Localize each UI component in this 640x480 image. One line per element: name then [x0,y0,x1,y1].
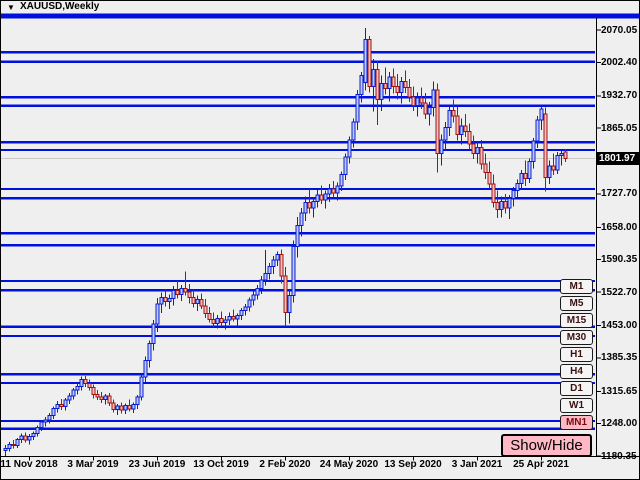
price-tick-label: 1248.00 [601,418,638,430]
timeframe-button-d1[interactable]: D1 [560,381,593,396]
chart-dropdown-icon[interactable]: ▼ [7,3,15,12]
timeframe-button-h4[interactable]: H4 [560,364,593,379]
date-tick-label: 3 Jan 2021 [451,459,503,470]
price-tick-label: 2002.40 [601,56,638,68]
timeframe-button-m15[interactable]: M15 [560,313,593,328]
price-tick-label: 1727.70 [601,188,638,200]
chart-titlebar: ▼ XAUUSD,Weekly [1,1,639,14]
date-tick-label: 13 Oct 2019 [193,459,249,470]
price-tick-label: 1522.70 [601,286,638,298]
price-tick-label: 2070.05 [601,24,638,36]
timeframe-button-h1[interactable]: H1 [560,347,593,362]
price-tick-label: 1385.35 [601,352,638,364]
timeframe-button-w1[interactable]: W1 [560,398,593,413]
price-tick-label: 1453.00 [601,320,638,331]
candles [3,28,568,456]
date-tick-label: 23 Jun 2019 [128,459,186,470]
date-tick-label: 11 Nov 2018 [0,459,58,470]
show-hide-button[interactable]: Show/Hide [501,434,592,457]
date-tick-label: 3 Mar 2019 [67,459,119,470]
current-price-label: 1801.97 [597,151,639,165]
timeframe-button-mn1[interactable]: MN1 [560,415,593,430]
price-tick-label: 1180.35 [601,450,637,462]
date-tick-label: 24 May 2020 [319,459,379,470]
chart-symbol-title: XAUUSD,Weekly [20,1,100,12]
price-tick-label: 1932.70 [601,90,638,102]
price-tick-label: 1658.00 [601,221,638,233]
price-tick-label: 1865.05 [601,122,638,134]
level-line-pairs [1,13,639,431]
date-tick-label: 2 Feb 2020 [259,459,311,470]
date-tick-label: 25 Apr 2021 [513,459,569,470]
price-tick-label: 1315.65 [601,385,638,397]
timeframe-button-m5[interactable]: M5 [560,296,593,311]
timeframe-button-m30[interactable]: M30 [560,330,593,345]
timeframe-button-m1[interactable]: M1 [560,279,593,294]
date-tick-label: 13 Sep 2020 [384,459,442,470]
price-tick-label: 1590.35 [601,254,638,266]
